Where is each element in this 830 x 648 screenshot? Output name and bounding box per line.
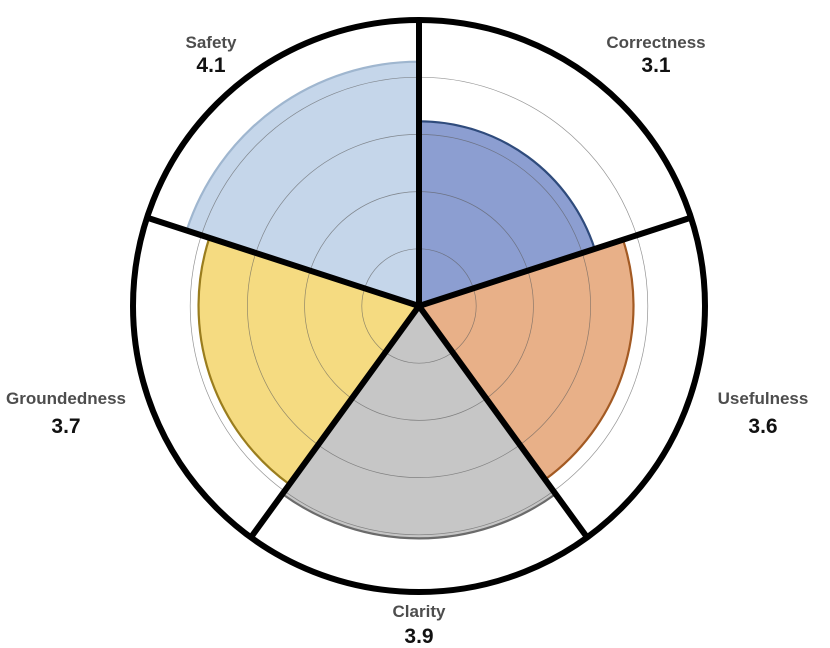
axis-spoke-clarity bbox=[416, 304, 590, 540]
wedge-correctness bbox=[417, 120, 596, 308]
wedge-safety bbox=[185, 60, 421, 308]
axis-spoke-usefulness bbox=[418, 214, 692, 309]
axis-value-clarity: 3.9 bbox=[404, 625, 433, 648]
wedge-clarity bbox=[281, 304, 557, 540]
axis-label-usefulness: Usefulness bbox=[718, 389, 809, 408]
axis-value-safety: 4.1 bbox=[196, 54, 226, 77]
axis-label-layer: Correctness 3.1 Usefulness 3.6 Clarity 3.9 Gro… bbox=[6, 33, 808, 648]
axis-label-safety: Safety bbox=[185, 33, 237, 52]
axis-value-correctness: 3.1 bbox=[641, 54, 671, 77]
axis-label-clarity: Clarity bbox=[393, 602, 446, 621]
axis-value-groundedness: 3.7 bbox=[51, 415, 80, 438]
axis-label-groundedness: Groundedness bbox=[6, 389, 126, 408]
wedge-groundedness bbox=[197, 236, 421, 486]
wedge-usefulness bbox=[417, 238, 635, 481]
axis-spoke-groundedness bbox=[248, 304, 422, 540]
axis-spoke-safety bbox=[146, 214, 420, 309]
outer-boundary-circle bbox=[130, 17, 708, 595]
outer-boundary-layer bbox=[130, 17, 708, 595]
wedge-layer bbox=[185, 60, 635, 540]
axis-spoke-layer bbox=[146, 20, 692, 540]
axis-label-correctness: Correctness bbox=[606, 33, 705, 52]
axis-value-usefulness: 3.6 bbox=[748, 415, 777, 438]
